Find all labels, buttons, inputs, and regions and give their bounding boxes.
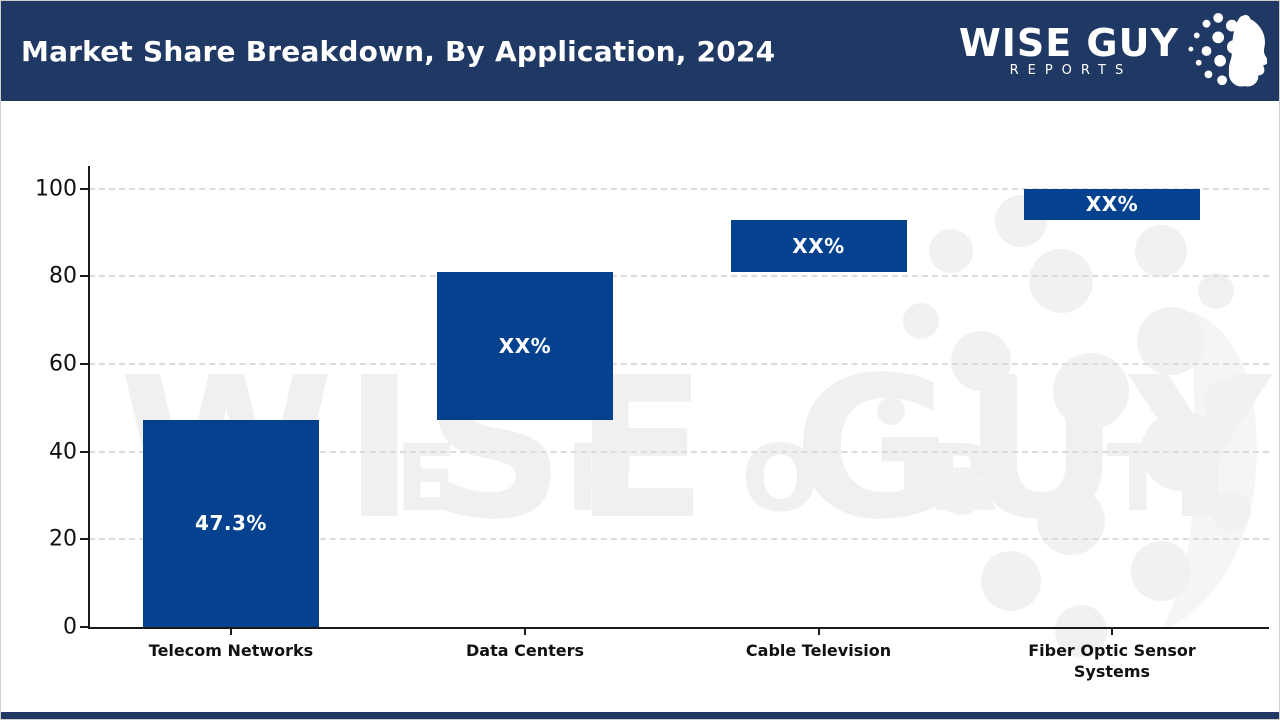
bar-segment: XX% (1024, 188, 1200, 221)
page-title: Market Share Breakdown, By Application, … (21, 34, 776, 68)
bar-segment: XX% (730, 220, 907, 272)
bar-value-label: 47.3% (195, 511, 267, 536)
bar-value-label: XX% (792, 233, 845, 258)
logo-sub-text: REPORTS (1009, 63, 1133, 79)
y-axis-tick (80, 450, 89, 453)
x-axis-label: Cable Television (745, 641, 892, 660)
chart-area: WISE GUY R E P O R T S 0 20 40 60 80 100 47.3%… (1, 101, 1279, 714)
y-axis-tick (80, 538, 89, 541)
x-axis-label: Telecom Networks (148, 641, 314, 660)
x-axis-tick (230, 628, 232, 635)
footer-bar (1, 712, 1279, 719)
logo-text: WISE GUY REPORTS (958, 20, 1179, 79)
y-axis-tick (80, 362, 89, 365)
bar-segment: 47.3% (143, 419, 319, 627)
x-axis-label: Fiber Optic Sensor Systems (1028, 641, 1196, 681)
y-axis-tick-label: 0 (63, 614, 77, 640)
y-axis-tick-label: 60 (49, 351, 77, 377)
wiseguy-logo: WISE GUY REPORTS (958, 12, 1279, 90)
y-axis-tick (80, 187, 89, 190)
gridline (89, 538, 1269, 541)
gridline (89, 187, 1269, 190)
x-axis-line (88, 627, 1269, 629)
x-axis-tick (817, 628, 820, 635)
title-bar: Market Share Breakdown, By Application, … (1, 1, 1279, 101)
logo-brand-text: WISE GUY (958, 20, 1179, 65)
y-axis-tick-label: 20 (49, 526, 77, 552)
bar-value-label: XX% (1085, 192, 1139, 217)
dotted-head-logo-icon (1188, 12, 1267, 87)
gridline (89, 362, 1269, 365)
y-axis-tick-label: 80 (49, 263, 77, 289)
bar-value-label: XX% (498, 333, 552, 358)
bar-segment: XX% (437, 271, 613, 420)
y-axis-tick-label: 40 (49, 439, 77, 465)
y-axis-tick-label: 100 (35, 176, 77, 201)
gridline (89, 450, 1269, 453)
x-axis-tick (524, 628, 526, 635)
watermark-head-icon (877, 195, 1257, 657)
y-axis-line (88, 166, 90, 629)
gridline (89, 275, 1269, 278)
y-axis-tick (80, 275, 89, 278)
x-axis-tick (1111, 628, 1113, 635)
x-axis-label: Data Centers (466, 641, 584, 660)
y-axis-tick (80, 626, 89, 628)
